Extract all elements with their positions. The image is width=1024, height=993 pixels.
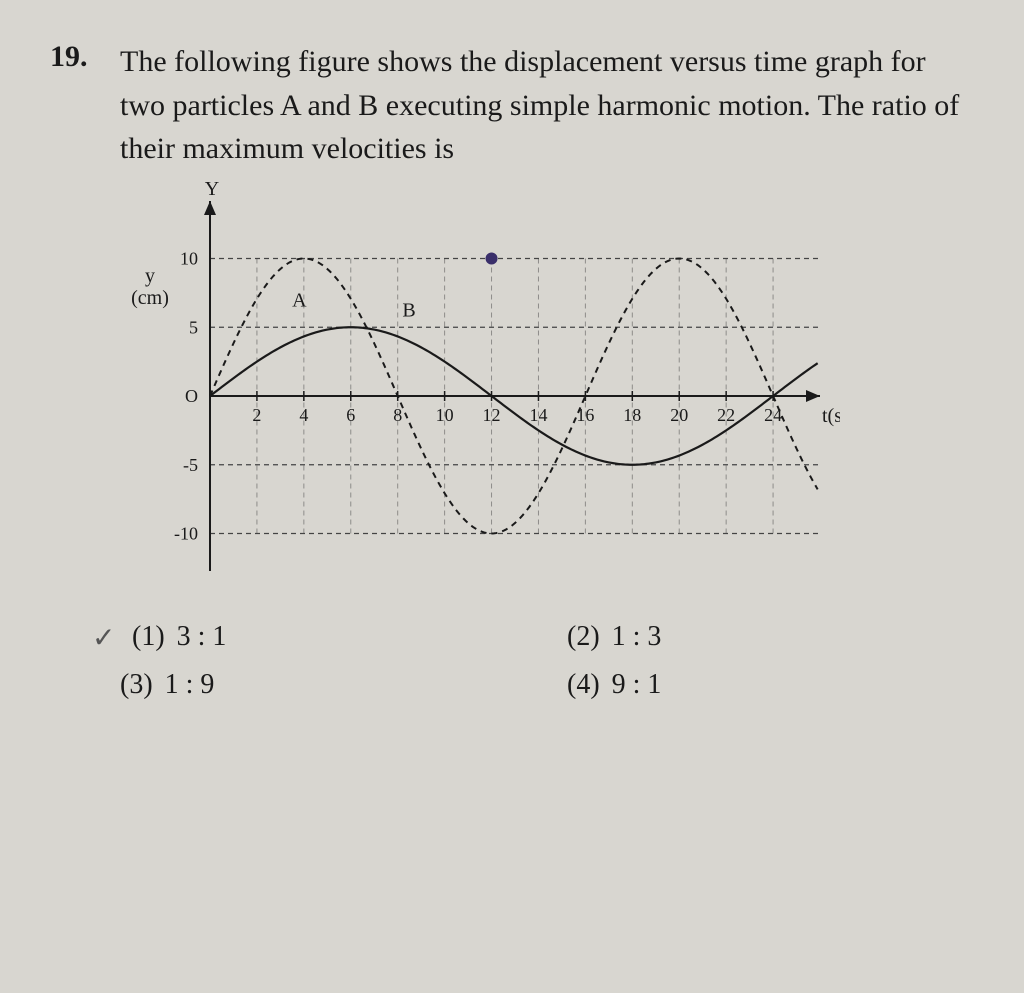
answer-options: ✓ (1) 3 : 1 (2) 1 : 3 (3) 1 : 9 (4) 9 : …: [120, 621, 974, 701]
svg-text:y: y: [145, 265, 155, 287]
svg-text:10: 10: [180, 248, 198, 268]
svg-text:20: 20: [670, 405, 688, 425]
svg-text:-10: -10: [174, 523, 198, 543]
option-1[interactable]: ✓ (1) 3 : 1: [120, 621, 527, 655]
svg-text:22: 22: [717, 405, 735, 425]
svg-text:-5: -5: [183, 454, 198, 474]
svg-text:O: O: [185, 386, 198, 406]
option-3[interactable]: (3) 1 : 9: [120, 669, 527, 701]
svg-text:t(s): t(s): [822, 405, 840, 427]
svg-text:4: 4: [299, 405, 308, 425]
svg-text:5: 5: [189, 317, 198, 337]
svg-text:6: 6: [346, 405, 355, 425]
option-number: (4): [567, 669, 600, 701]
option-2[interactable]: (2) 1 : 3: [567, 621, 974, 655]
option-number: (2): [567, 621, 600, 655]
svg-text:Y: Y: [205, 181, 219, 200]
option-4[interactable]: (4) 9 : 1: [567, 669, 974, 701]
svg-text:18: 18: [623, 405, 641, 425]
svg-text:(cm): (cm): [131, 287, 169, 309]
svg-text:14: 14: [529, 405, 547, 425]
svg-text:8: 8: [393, 405, 402, 425]
option-text: 1 : 3: [612, 621, 662, 655]
svg-text:10: 10: [436, 405, 454, 425]
question-block: 19. The following figure shows the displ…: [50, 40, 974, 701]
svg-text:B: B: [402, 299, 415, 321]
question-number: 19.: [50, 40, 100, 701]
displacement-time-chart: 24681012141618202224-10-5O510Yt(s)y(cm)A…: [120, 181, 974, 601]
option-number: (1): [132, 621, 165, 655]
option-number: (3): [120, 669, 153, 701]
option-text: 3 : 1: [177, 621, 227, 655]
question-text: The following figure shows the displacem…: [120, 40, 974, 171]
svg-text:12: 12: [483, 405, 501, 425]
svg-text:2: 2: [252, 405, 261, 425]
chart-svg: 24681012141618202224-10-5O510Yt(s)y(cm)A…: [120, 181, 840, 601]
svg-text:A: A: [292, 289, 307, 311]
option-text: 1 : 9: [165, 669, 215, 701]
question-body: The following figure shows the displacem…: [120, 40, 974, 701]
option-text: 9 : 1: [612, 669, 662, 701]
